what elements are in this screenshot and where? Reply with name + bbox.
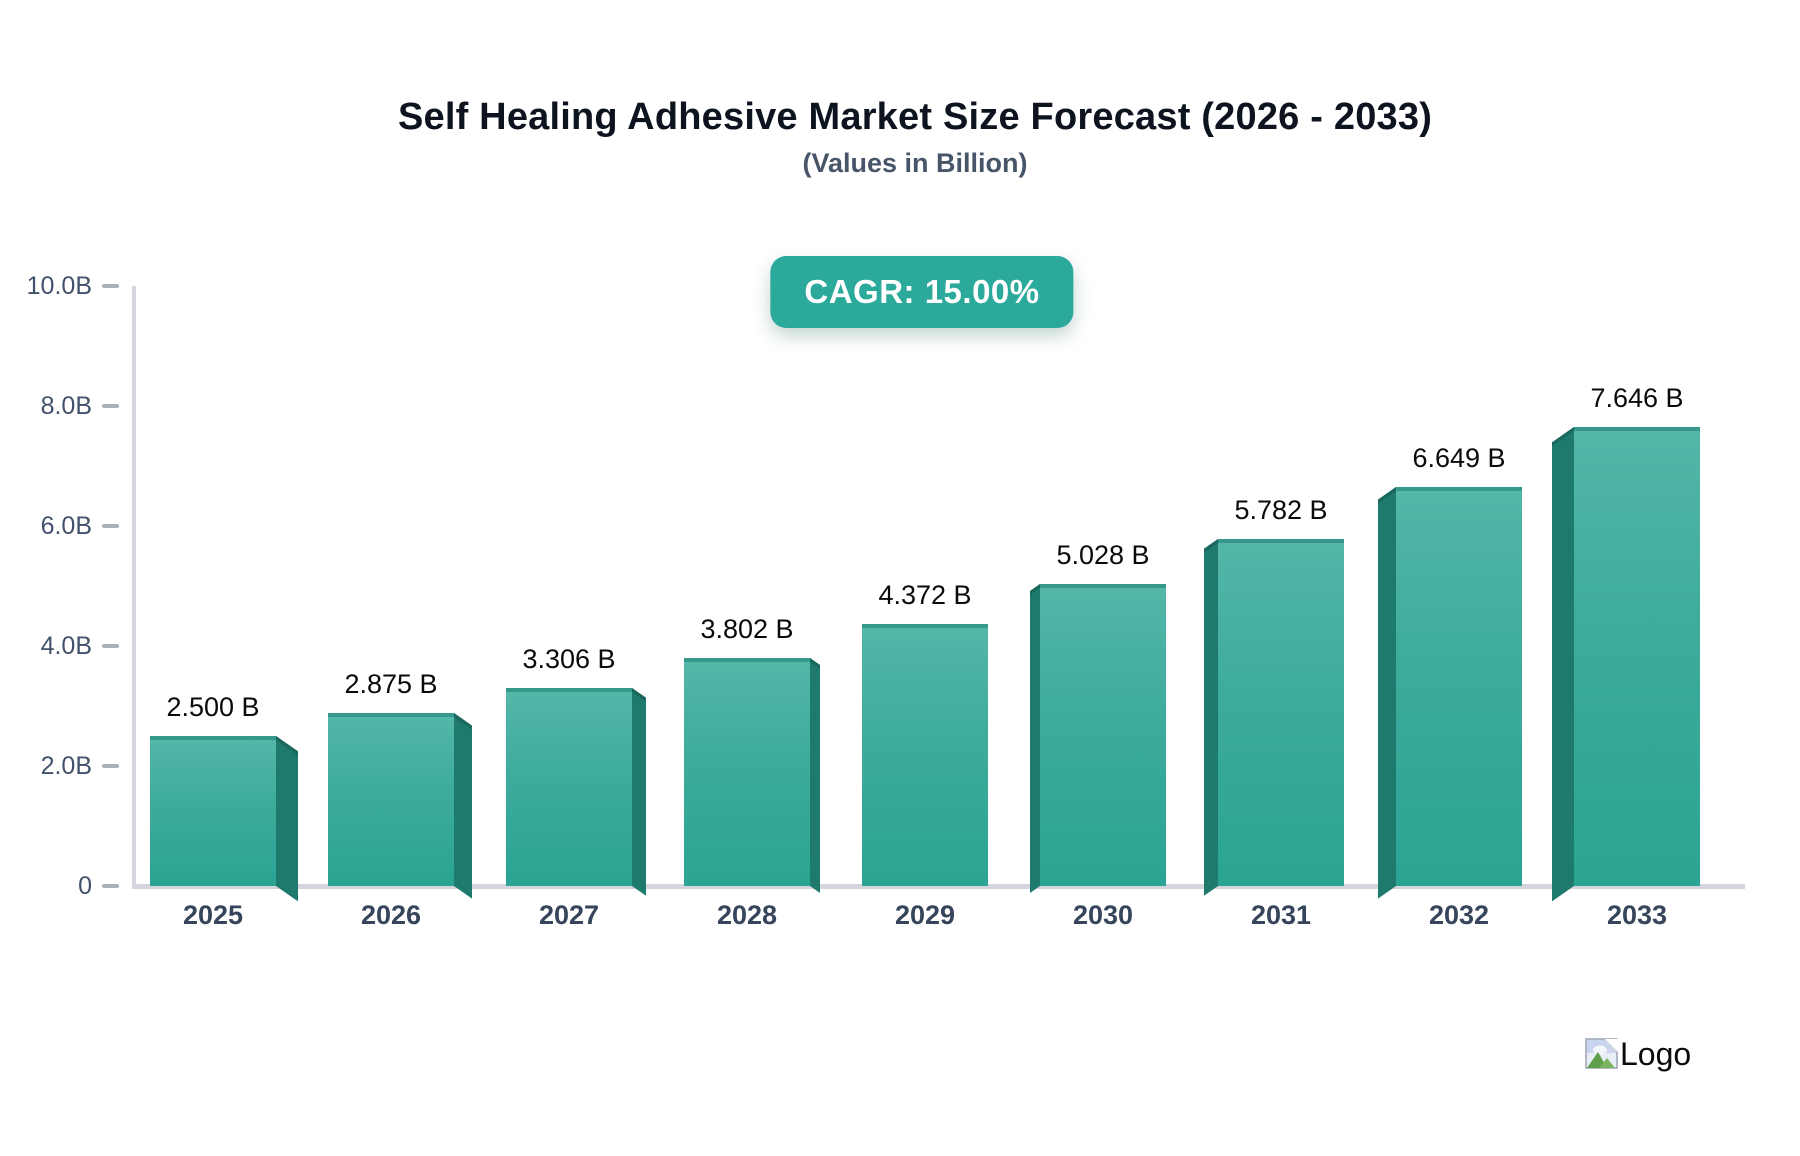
logo: Logo: [1585, 1038, 1691, 1070]
y-axis-label: 2.0B: [40, 752, 92, 780]
bar-value-label: 5.782 B: [1234, 495, 1328, 525]
y-axis-label: 0: [78, 872, 92, 900]
x-axis-label: 2028: [716, 900, 778, 930]
y-axis-tick: [102, 764, 119, 768]
chart-subtitle: (Values in Billion): [802, 148, 1028, 178]
logo-alt-text: Logo: [1620, 1036, 1692, 1072]
bar-2031: [1218, 539, 1344, 886]
bar-2029: [862, 624, 988, 886]
y-axis-label: 10.0B: [26, 272, 92, 300]
y-axis-tick: [102, 284, 119, 288]
y-axis-label: 4.0B: [40, 632, 92, 660]
bar-value-label: 6.649 B: [1412, 443, 1506, 473]
x-axis-label: 2027: [538, 900, 600, 930]
y-axis-tick: [102, 404, 119, 408]
bar-value-label: 4.372 B: [878, 580, 972, 610]
bar-2025: [150, 736, 276, 886]
bar-side-3d: [632, 688, 646, 896]
y-axis-tick: [102, 524, 119, 528]
y-axis-tick: [102, 644, 119, 648]
bar-side-3d: [810, 658, 820, 894]
x-axis-label: 2030: [1072, 900, 1134, 930]
bar-2027: [506, 688, 632, 886]
bar-side-3d: [1378, 487, 1396, 899]
bar-2032: [1396, 487, 1522, 886]
bar-value-label: 7.646 B: [1590, 383, 1684, 413]
bar-value-label: 3.802 B: [700, 614, 794, 644]
cagr-badge: CAGR: 15.00%: [770, 256, 1074, 328]
bar-2030: [1040, 584, 1166, 886]
bar-side-3d: [1030, 584, 1040, 894]
y-axis-label: 8.0B: [40, 392, 92, 420]
broken-image-icon: [1585, 1038, 1618, 1069]
bar-value-label: 3.306 B: [522, 644, 616, 674]
x-axis-label: 2025: [182, 900, 244, 930]
bar-2028: [684, 658, 810, 886]
y-axis-line: [132, 286, 136, 888]
y-axis-label: 6.0B: [40, 512, 92, 540]
chart-title: Self Healing Adhesive Market Size Foreca…: [397, 96, 1433, 138]
x-axis-label: 2029: [894, 900, 956, 930]
bar-value-label: 2.500 B: [166, 692, 260, 722]
x-axis-label: 2031: [1250, 900, 1312, 930]
bar-2033: [1574, 427, 1700, 886]
x-axis-label: 2032: [1428, 900, 1490, 930]
x-axis-line: [132, 884, 1745, 889]
x-axis-label: 2026: [360, 900, 422, 930]
bar-2026: [328, 713, 454, 886]
bar-side-3d: [1204, 539, 1218, 896]
bar-side-3d: [1552, 427, 1574, 902]
bar-side-3d: [454, 713, 472, 899]
y-axis-tick: [102, 884, 119, 888]
cagr-badge-text: CAGR: 15.00%: [804, 273, 1040, 310]
bar-side-3d: [276, 736, 298, 902]
x-axis-label: 2033: [1606, 900, 1668, 930]
bar-value-label: 2.875 B: [344, 669, 438, 699]
bar-value-label: 5.028 B: [1056, 540, 1150, 570]
